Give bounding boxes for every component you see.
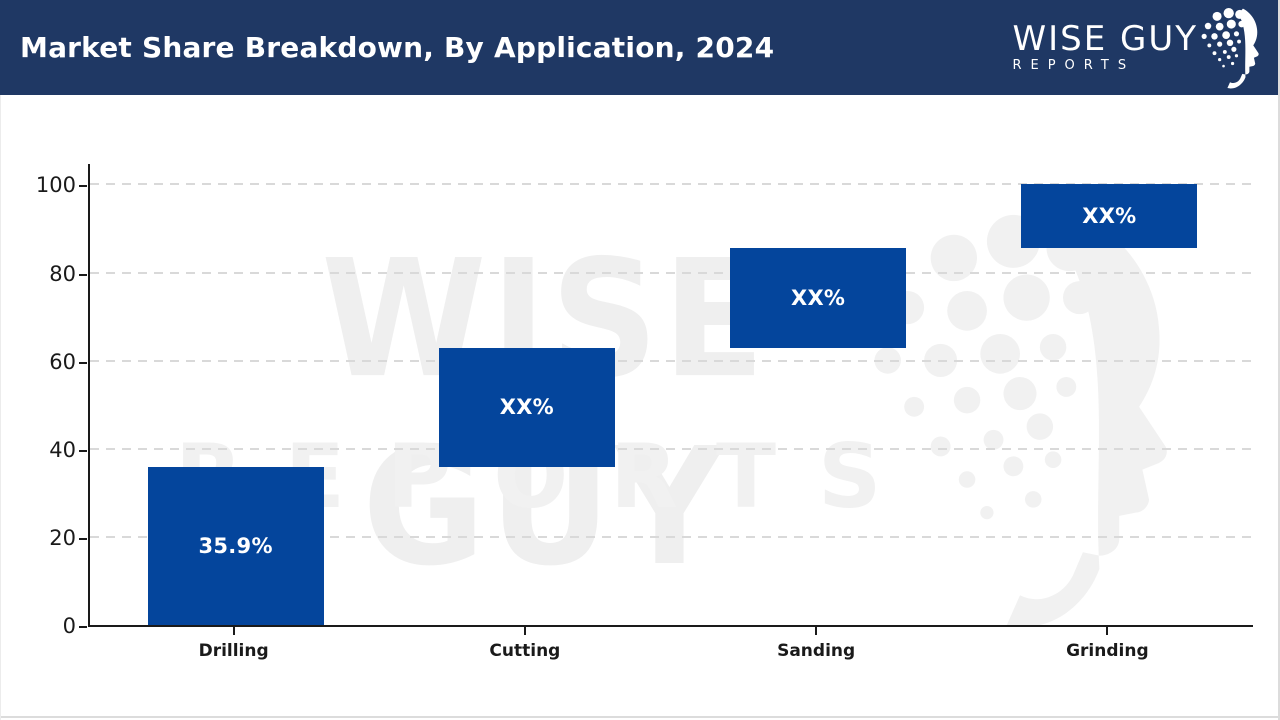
- logo-wordmark-line2: REPORTS: [1012, 58, 1136, 74]
- gridline-60: [90, 359, 1253, 362]
- gridline-40: [90, 447, 1253, 450]
- plot-area: 35.9% XX% XX% XX%: [88, 164, 1253, 627]
- y-tick-label-0: 0: [62, 614, 76, 638]
- logo-wordmark-line1: WISE GUY: [1012, 18, 1198, 59]
- bar-value-label: XX%: [1082, 204, 1137, 229]
- x-label-grinding: Grinding: [1066, 641, 1149, 661]
- x-tick-mark-sanding: [815, 627, 818, 635]
- bar-value-label: 35.9%: [198, 533, 273, 558]
- y-tick-mark-40: [79, 449, 87, 452]
- header: Market Share Breakdown, By Application, …: [0, 0, 1280, 95]
- bar-cutting: XX%: [438, 347, 615, 467]
- y-tick-mark-100: [79, 185, 87, 188]
- logo-wordmark: WISE GUY REPORTS: [1012, 18, 1198, 74]
- chart-area: WISE GUY REPORTS 35.9% XX% XX% XX% 0 20 40 60 8…: [0, 95, 1280, 720]
- x-label-cutting: Cutting: [489, 641, 561, 661]
- chart-title: Market Share Breakdown, By Application, …: [20, 31, 775, 64]
- frame-right-divider: [1278, 0, 1280, 720]
- bar-sanding: XX%: [730, 247, 907, 348]
- y-tick-mark-80: [79, 273, 87, 276]
- gridline-100: [90, 183, 1253, 186]
- x-tick-mark-grinding: [1106, 627, 1109, 635]
- bar-grinding: XX%: [1021, 184, 1198, 248]
- y-tick-label-80: 80: [49, 261, 76, 286]
- frame-bottom-divider: [0, 716, 1280, 718]
- bar-drilling: 35.9%: [147, 466, 324, 625]
- frame-left-divider: [0, 95, 1, 720]
- y-tick-label-20: 20: [49, 525, 76, 550]
- y-tick-label-100: 100: [35, 173, 76, 198]
- bar-value-label: XX%: [499, 395, 555, 420]
- x-label-sanding: Sanding: [777, 641, 856, 661]
- x-tick-mark-drilling: [232, 627, 235, 635]
- x-label-drilling: Drilling: [198, 641, 269, 661]
- x-tick-mark-cutting: [523, 627, 526, 635]
- wiseguy-head-icon: [1201, 7, 1259, 88]
- y-tick-mark-0: [79, 626, 87, 628]
- y-tick-label-60: 60: [49, 349, 76, 374]
- gridline-80: [90, 271, 1253, 274]
- wiseguy-logo: WISE GUY REPORTS: [1012, 6, 1266, 90]
- y-tick-label-40: 40: [49, 437, 76, 462]
- bar-value-label: XX%: [790, 285, 846, 310]
- y-tick-mark-60: [79, 361, 87, 364]
- y-tick-mark-20: [79, 537, 87, 540]
- gridline-20: [90, 535, 1253, 538]
